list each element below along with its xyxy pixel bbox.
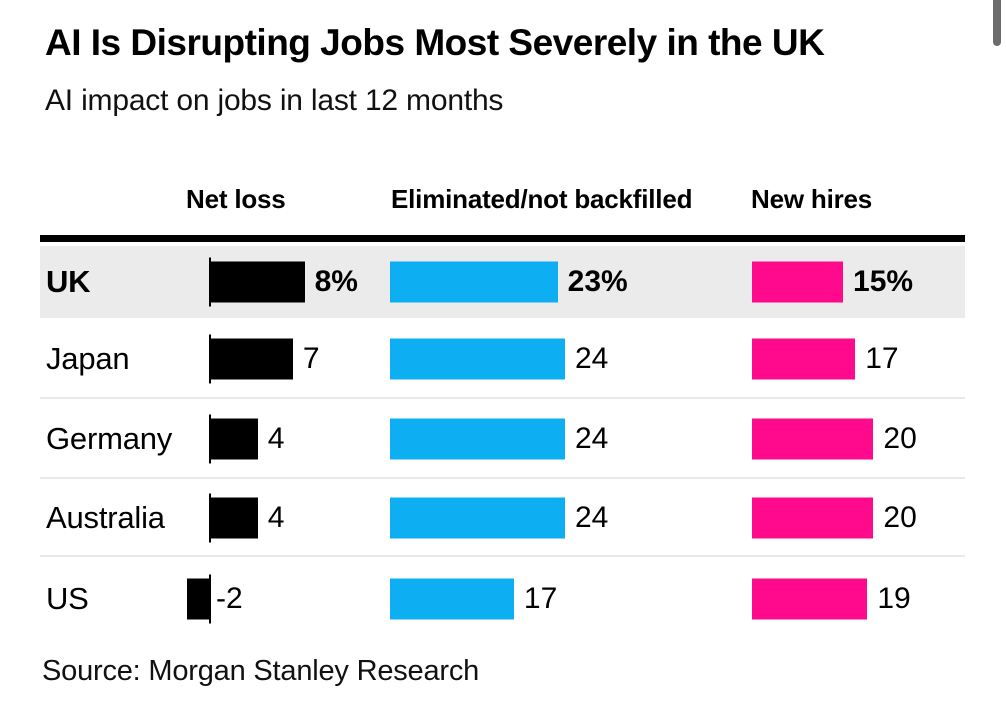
net-loss-axis-tick — [209, 493, 211, 543]
value-label: 23% — [567, 265, 628, 298]
value-label: 20 — [883, 422, 917, 455]
table-row-germany: Germany 4 24 20 — [40, 399, 965, 479]
value-label: 17 — [865, 341, 899, 375]
new-hires-bar — [752, 418, 874, 460]
column-header-net-loss: Net loss — [186, 184, 286, 214]
new-hires-bar — [752, 578, 868, 619]
value-label: 4 — [267, 501, 285, 534]
net-loss-bar — [211, 418, 258, 460]
new-hires-bar — [752, 497, 874, 539]
value-label: 20 — [883, 501, 917, 534]
net-loss-axis-tick — [209, 574, 211, 623]
net-loss-bar — [211, 338, 293, 379]
net-loss-axis-tick — [209, 257, 211, 307]
new-hires-bar — [752, 338, 856, 379]
column-header-new-hires: New hires — [751, 184, 873, 214]
chart-title: AI Is Disrupting Jobs Most Severely in t… — [45, 22, 825, 63]
value-label: 24 — [574, 341, 609, 375]
eliminated-not-backfilled-bar — [390, 338, 565, 379]
value-label: -2 — [216, 581, 243, 615]
value-label: 17 — [523, 581, 558, 615]
value-label: 24 — [574, 501, 609, 534]
value-label: 19 — [877, 581, 911, 615]
eliminated-not-backfilled-bar — [390, 497, 565, 539]
chart-subtitle: AI impact on jobs in last 12 months — [45, 84, 504, 117]
row-label-japan: Japan — [46, 340, 130, 376]
row-label-germany: Germany — [46, 421, 173, 456]
eliminated-not-backfilled-bar — [390, 578, 514, 619]
column-header-eliminated: Eliminated/not backfilled — [391, 184, 693, 214]
net-loss-bar — [211, 261, 305, 303]
table-row-australia: Australia 4 24 20 — [40, 479, 965, 557]
row-divider — [40, 555, 965, 557]
row-label-australia: Australia — [46, 500, 165, 535]
table-row-uk: UK 8% 23% 15% — [40, 246, 965, 318]
value-label: 8% — [314, 265, 358, 298]
net-loss-axis-tick — [209, 414, 211, 464]
row-label-uk: UK — [46, 264, 91, 299]
net-loss-bar — [211, 497, 258, 539]
source-note: Source: Morgan Stanley Research — [42, 655, 480, 687]
row-divider — [40, 397, 965, 399]
header-rule — [40, 235, 965, 242]
table-row-japan: Japan 7 24 17 — [40, 318, 965, 399]
net-loss-bar — [186, 578, 210, 619]
net-loss-axis-tick — [209, 334, 211, 383]
row-divider — [40, 477, 965, 479]
value-label: 15% — [853, 265, 914, 298]
vertical-scrollbar-thumb[interactable] — [993, 0, 1001, 46]
eliminated-not-backfilled-bar — [390, 418, 565, 460]
table-row-us: US -2 17 19 — [40, 557, 965, 640]
value-label: 7 — [302, 341, 320, 375]
value-label: 24 — [574, 422, 609, 455]
new-hires-bar — [752, 261, 844, 303]
value-label: 4 — [267, 422, 285, 455]
eliminated-not-backfilled-bar — [390, 261, 558, 303]
chart-table: Net loss Eliminated/not backfilled New h… — [40, 0, 965, 719]
row-label-us: US — [46, 580, 89, 616]
